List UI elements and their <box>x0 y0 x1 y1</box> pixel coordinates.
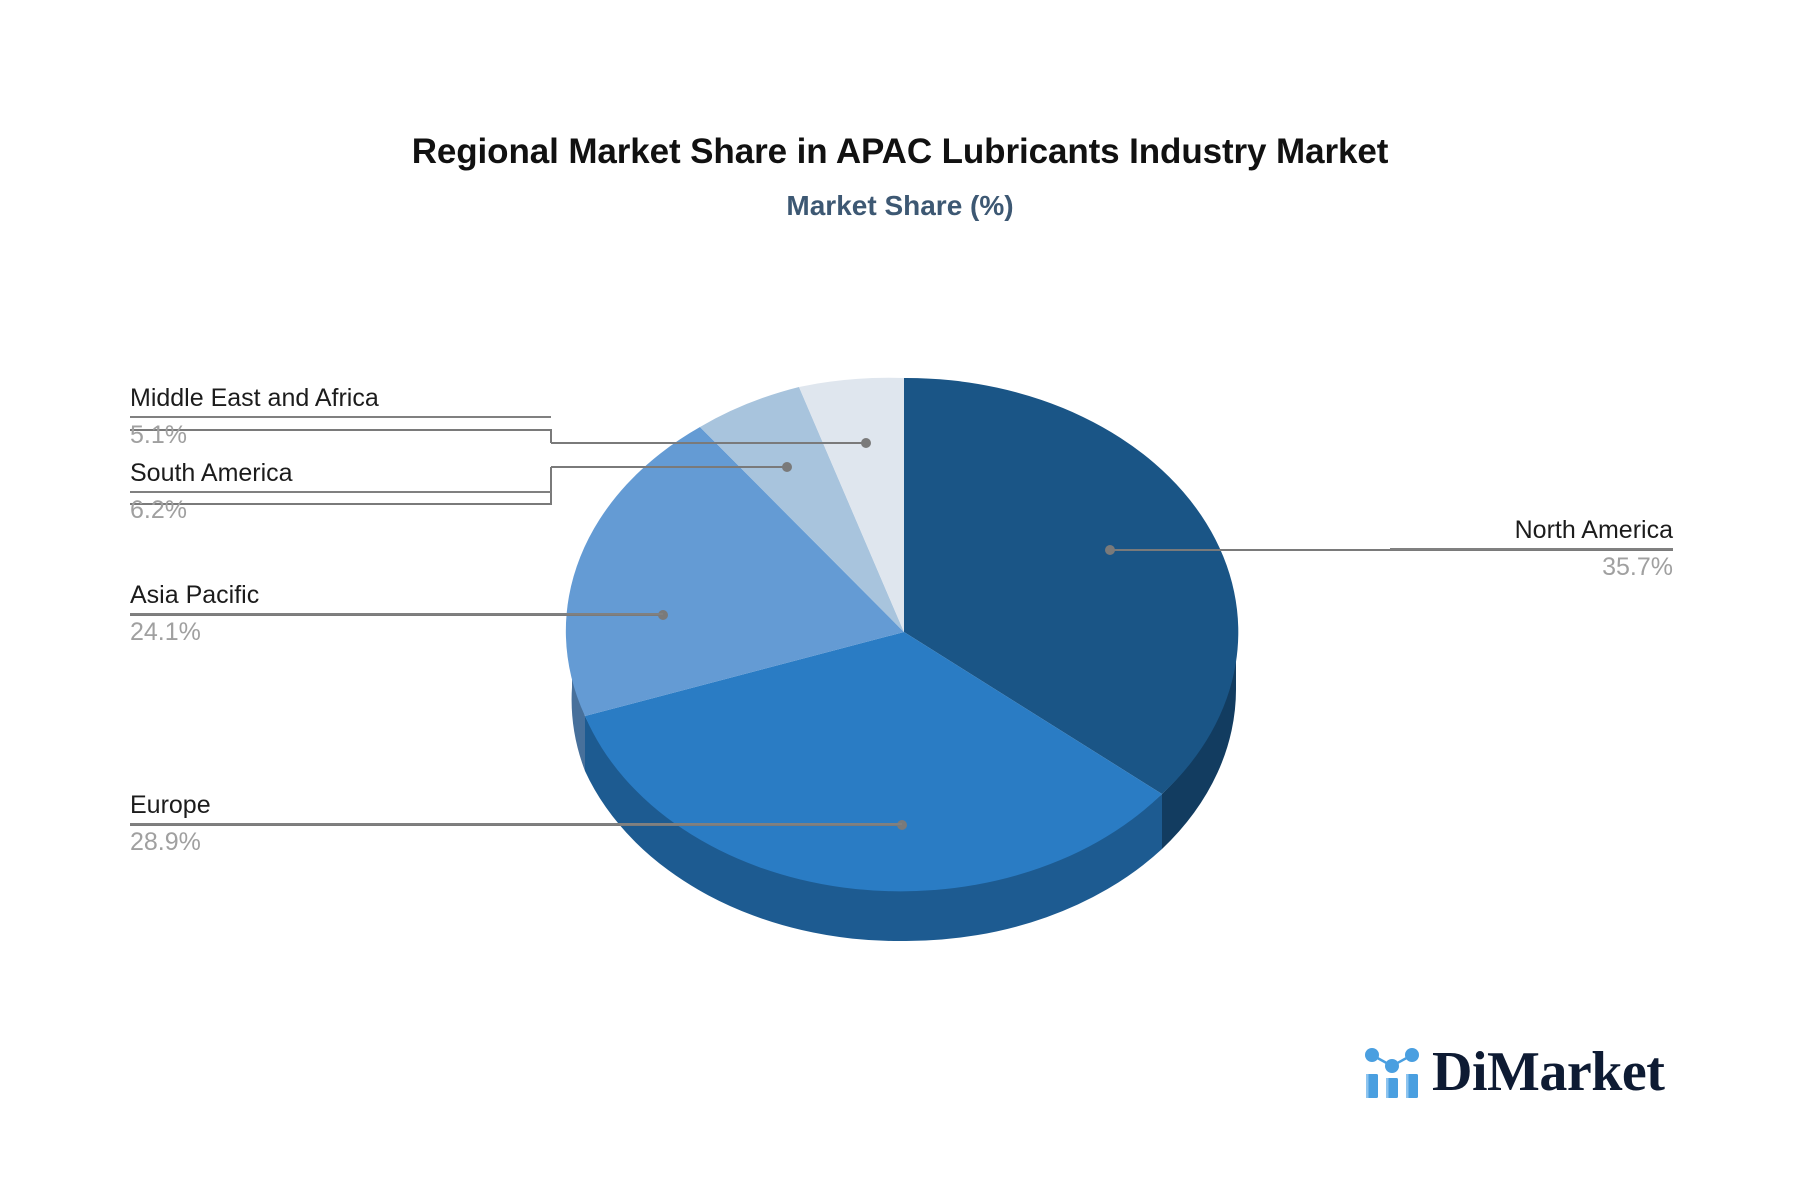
callout-asia-pacific[interactable]: Asia Pacific 24.1% <box>130 580 663 649</box>
pie-slice-asia-pacific <box>565 427 904 716</box>
callout-value-north-america: 35.7% <box>1602 553 1673 581</box>
leader-dot-asia-pacific <box>658 610 668 620</box>
bar-chart-with-trendline-icon <box>1365 1048 1419 1098</box>
callout-label-middle-east-and-africa: Middle East and Africa <box>130 384 379 412</box>
pie-slice-south-america <box>700 387 904 632</box>
chart-subtitle: Market Share (%) <box>786 190 1014 221</box>
callout-rule-south-america <box>130 491 551 493</box>
callout-middle-east-and-africa[interactable]: Middle East and Africa 5.1% <box>130 383 551 452</box>
leader-dot-south-america <box>782 462 792 472</box>
brand-logo[interactable]: DiMarket <box>1363 1041 1665 1103</box>
brand-name: DiMarket <box>1432 1041 1665 1103</box>
leader-dot-north-america <box>1105 545 1115 555</box>
callout-value-middle-east-and-africa: 5.1% <box>130 421 187 449</box>
callout-europe[interactable]: Europe 28.9% <box>130 790 902 859</box>
leader-elbow-middle-east-and-africa <box>130 429 552 443</box>
callout-value-asia-pacific: 24.1% <box>130 618 201 646</box>
callout-label-north-america: North America <box>1514 516 1673 544</box>
callout-south-america[interactable]: South America 6.2% <box>130 458 551 527</box>
pie-slices <box>565 377 1239 892</box>
callout-north-america[interactable]: North America 35.7% <box>1390 515 1673 584</box>
pie-slice-europe <box>585 632 1162 892</box>
pie-side-north-america <box>1162 632 1237 849</box>
pie-slice-north-america <box>904 377 1239 794</box>
callout-rule-north-america <box>1390 548 1673 550</box>
callout-label-south-america: South America <box>130 459 293 487</box>
callout-value-south-america: 6.2% <box>130 496 187 524</box>
pie-slice-middle-east-and-africa <box>799 377 904 632</box>
leader-elbow-south-america <box>130 467 552 505</box>
callout-value-europe: 28.9% <box>130 828 201 856</box>
leader-lines <box>130 429 1673 830</box>
callout-label-asia-pacific: Asia Pacific <box>130 581 260 609</box>
leader-dot-middle-east-and-africa <box>861 438 871 448</box>
pie-side-asia-pacific <box>571 632 585 771</box>
pie-side-europe <box>585 716 904 942</box>
callout-rule-europe <box>130 823 902 825</box>
callout-rule-middle-east-and-africa <box>130 416 551 418</box>
leader-dot-europe <box>897 820 907 830</box>
chart-title: Regional Market Share in APAC Lubricants… <box>411 132 1389 171</box>
callout-label-europe: Europe <box>130 791 211 819</box>
callout-rule-asia-pacific <box>130 613 663 615</box>
